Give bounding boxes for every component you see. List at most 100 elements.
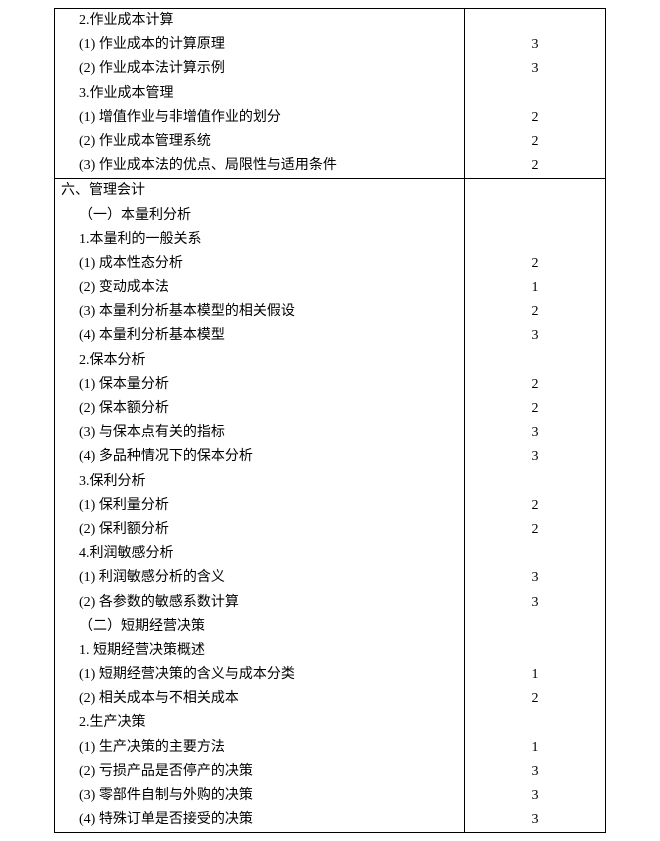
table-row: (3) 零部件自制与外购的决策3 bbox=[55, 784, 605, 808]
row-label: (3) 本量利分析基本模型的相关假设 bbox=[55, 300, 465, 324]
table-row: 六、管理会计 bbox=[55, 178, 605, 203]
table-row: (4) 本量利分析基本模型3 bbox=[55, 324, 605, 348]
row-label: 六、管理会计 bbox=[55, 179, 465, 203]
table-row: (1) 作业成本的计算原理3 bbox=[55, 33, 605, 57]
row-label: (1) 作业成本的计算原理 bbox=[55, 33, 465, 57]
row-label: (1) 成本性态分析 bbox=[55, 252, 465, 276]
row-label: (1) 保利量分析 bbox=[55, 494, 465, 518]
table-row: (1) 增值作业与非增值作业的划分2 bbox=[55, 106, 605, 130]
row-value: 2 bbox=[465, 154, 605, 178]
row-label: (1) 增值作业与非增值作业的划分 bbox=[55, 106, 465, 130]
row-value: 3 bbox=[465, 784, 605, 808]
row-label: （一）本量利分析 bbox=[55, 204, 465, 228]
row-label: (2) 相关成本与不相关成本 bbox=[55, 687, 465, 711]
row-value: 2 bbox=[465, 373, 605, 397]
row-label: 2.作业成本计算 bbox=[55, 9, 465, 33]
row-label: 2.保本分析 bbox=[55, 349, 465, 373]
row-value bbox=[465, 470, 605, 494]
row-value bbox=[465, 639, 605, 663]
table-row: (2) 各参数的敏感系数计算3 bbox=[55, 591, 605, 615]
table-row: (4) 多品种情况下的保本分析3 bbox=[55, 445, 605, 469]
syllabus-table: 2.作业成本计算(1) 作业成本的计算原理3(2) 作业成本法计算示例33.作业… bbox=[54, 8, 606, 833]
table-row: (3) 作业成本法的优点、局限性与适用条件2 bbox=[55, 154, 605, 178]
row-value: 2 bbox=[465, 300, 605, 324]
table-row: (2) 相关成本与不相关成本2 bbox=[55, 687, 605, 711]
table-row: (1) 生产决策的主要方法1 bbox=[55, 736, 605, 760]
row-value: 2 bbox=[465, 687, 605, 711]
table-row: (1) 利润敏感分析的含义3 bbox=[55, 566, 605, 590]
row-label: (3) 零部件自制与外购的决策 bbox=[55, 784, 465, 808]
row-label: (4) 特殊订单是否接受的决策 bbox=[55, 808, 465, 832]
row-value: 3 bbox=[465, 591, 605, 615]
row-value: 1 bbox=[465, 736, 605, 760]
row-value: 1 bbox=[465, 276, 605, 300]
table-row: 2.保本分析 bbox=[55, 349, 605, 373]
row-value bbox=[465, 82, 605, 106]
row-label: (2) 作业成本法计算示例 bbox=[55, 57, 465, 81]
row-value bbox=[465, 349, 605, 373]
row-label: (2) 变动成本法 bbox=[55, 276, 465, 300]
row-label: (1) 利润敏感分析的含义 bbox=[55, 566, 465, 590]
table-row: (2) 保利额分析2 bbox=[55, 518, 605, 542]
table-row: 2.作业成本计算 bbox=[55, 9, 605, 33]
row-label: 4.利润敏感分析 bbox=[55, 542, 465, 566]
row-label: (1) 生产决策的主要方法 bbox=[55, 736, 465, 760]
row-value bbox=[465, 9, 605, 33]
row-value: 3 bbox=[465, 421, 605, 445]
row-value bbox=[465, 204, 605, 228]
row-label: (1) 保本量分析 bbox=[55, 373, 465, 397]
table-row: 3.保利分析 bbox=[55, 470, 605, 494]
table-row: (2) 保本额分析2 bbox=[55, 397, 605, 421]
row-label: (3) 与保本点有关的指标 bbox=[55, 421, 465, 445]
table-row: 4.利润敏感分析 bbox=[55, 542, 605, 566]
table-row: (2) 作业成本管理系统2 bbox=[55, 130, 605, 154]
table-row: 1. 短期经营决策概述 bbox=[55, 639, 605, 663]
row-value: 3 bbox=[465, 33, 605, 57]
row-value bbox=[465, 179, 605, 203]
row-value bbox=[465, 228, 605, 252]
row-label: 3.作业成本管理 bbox=[55, 82, 465, 106]
row-label: (1) 短期经营决策的含义与成本分类 bbox=[55, 663, 465, 687]
row-value: 3 bbox=[465, 324, 605, 348]
row-label: (2) 各参数的敏感系数计算 bbox=[55, 591, 465, 615]
table-row: (4) 特殊订单是否接受的决策3 bbox=[55, 808, 605, 832]
row-value: 2 bbox=[465, 397, 605, 421]
row-label: (4) 本量利分析基本模型 bbox=[55, 324, 465, 348]
table-row: (2) 作业成本法计算示例3 bbox=[55, 57, 605, 81]
row-value bbox=[465, 711, 605, 735]
row-value: 2 bbox=[465, 494, 605, 518]
row-value: 2 bbox=[465, 130, 605, 154]
row-value: 2 bbox=[465, 252, 605, 276]
table-row: (3) 与保本点有关的指标3 bbox=[55, 421, 605, 445]
table-row: （二）短期经营决策 bbox=[55, 615, 605, 639]
table-row: (1) 保利量分析2 bbox=[55, 494, 605, 518]
row-value: 1 bbox=[465, 663, 605, 687]
row-value: 2 bbox=[465, 106, 605, 130]
table-row: (2) 亏损产品是否停产的决策3 bbox=[55, 760, 605, 784]
row-label: (2) 亏损产品是否停产的决策 bbox=[55, 760, 465, 784]
table-row: (1) 成本性态分析2 bbox=[55, 252, 605, 276]
row-value: 3 bbox=[465, 57, 605, 81]
row-label: 2.生产决策 bbox=[55, 711, 465, 735]
table-row: 2.生产决策 bbox=[55, 711, 605, 735]
row-value bbox=[465, 615, 605, 639]
row-label: 1. 短期经营决策概述 bbox=[55, 639, 465, 663]
row-label: (2) 保本额分析 bbox=[55, 397, 465, 421]
row-value: 3 bbox=[465, 566, 605, 590]
table-row: （一）本量利分析 bbox=[55, 204, 605, 228]
row-label: (3) 作业成本法的优点、局限性与适用条件 bbox=[55, 154, 465, 178]
table-row: (1) 保本量分析2 bbox=[55, 373, 605, 397]
table-row: (3) 本量利分析基本模型的相关假设2 bbox=[55, 300, 605, 324]
table-row: (2) 变动成本法1 bbox=[55, 276, 605, 300]
row-label: 1.本量利的一般关系 bbox=[55, 228, 465, 252]
row-value: 3 bbox=[465, 445, 605, 469]
row-label: (2) 作业成本管理系统 bbox=[55, 130, 465, 154]
row-value: 2 bbox=[465, 518, 605, 542]
table-row: (1) 短期经营决策的含义与成本分类1 bbox=[55, 663, 605, 687]
row-label: 3.保利分析 bbox=[55, 470, 465, 494]
row-value bbox=[465, 542, 605, 566]
row-label: (4) 多品种情况下的保本分析 bbox=[55, 445, 465, 469]
row-value: 3 bbox=[465, 760, 605, 784]
table-row: 3.作业成本管理 bbox=[55, 82, 605, 106]
row-value: 3 bbox=[465, 808, 605, 832]
